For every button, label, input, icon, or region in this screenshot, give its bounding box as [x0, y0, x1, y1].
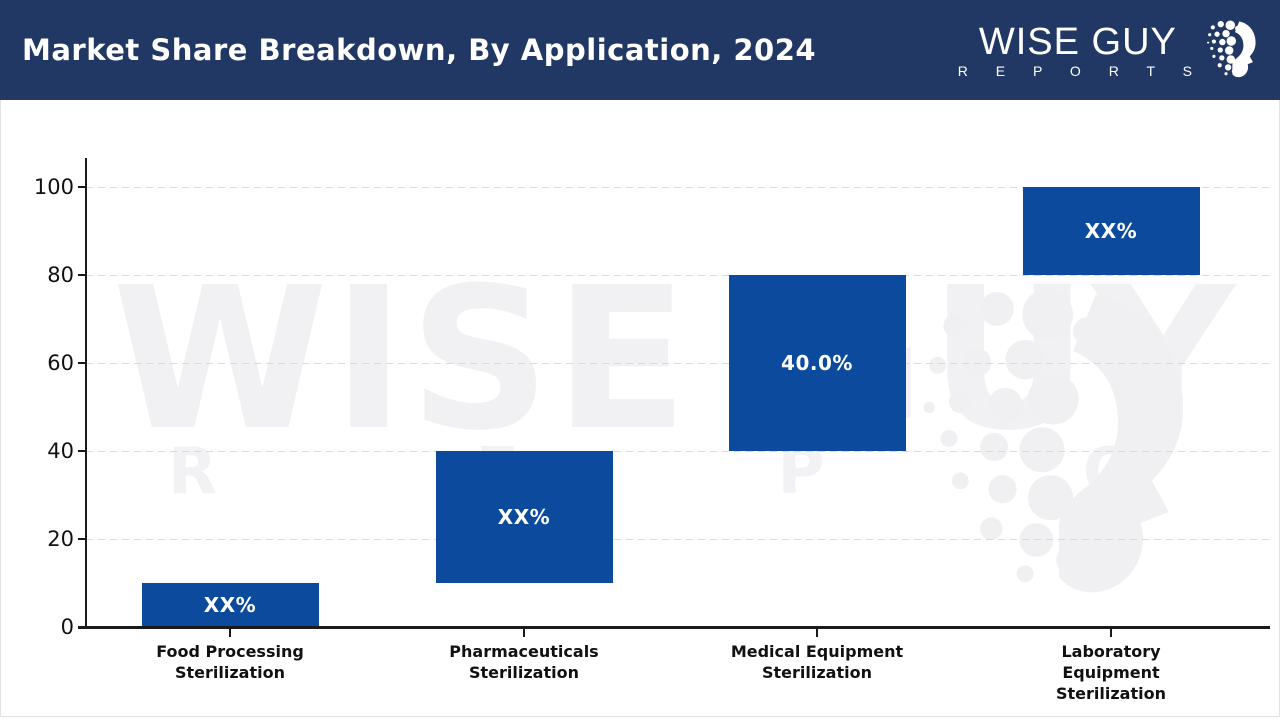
- category-label-line: Laboratory: [1061, 642, 1161, 661]
- category-label-line: Food Processing: [156, 642, 304, 661]
- y-axis-spine: [85, 158, 87, 629]
- watermark-wordmark: WISE GUY: [112, 246, 1239, 474]
- page-title: Market Share Breakdown, By Application, …: [22, 33, 817, 67]
- bar: XX%: [1022, 187, 1200, 275]
- y-tick: [78, 538, 86, 540]
- category-label-line: Medical Equipment: [730, 642, 904, 661]
- bar: XX%: [435, 451, 613, 583]
- logo-reports: R E P O R T S: [957, 62, 1204, 79]
- gridline: [86, 275, 1270, 276]
- category-label-line: Pharmaceuticals: [449, 642, 599, 661]
- y-tick-label: 100: [33, 175, 74, 199]
- x-tick: [816, 629, 818, 637]
- category-label-line: Sterilization: [469, 663, 579, 682]
- y-tick: [78, 274, 86, 276]
- x-tick: [1110, 629, 1112, 637]
- header: Market Share Breakdown, By Application, …: [0, 0, 1280, 100]
- y-tick: [78, 450, 86, 452]
- x-tick: [523, 629, 525, 637]
- watermark-head-dots: [923, 289, 1184, 593]
- logo-wordmark: WISE GUY: [978, 20, 1177, 63]
- y-tick: [78, 362, 86, 364]
- category-label-line: Sterilization: [175, 663, 285, 682]
- watermark-reports: R E P O R T S: [168, 435, 1280, 509]
- bar-value-label: XX%: [203, 593, 257, 617]
- y-tick-label: 40: [47, 439, 74, 463]
- y-tick-label: 80: [47, 263, 74, 287]
- x-tick: [229, 629, 231, 637]
- category-label-line: Sterilization: [1056, 684, 1166, 703]
- bar-value-label: 40.0%: [781, 351, 853, 375]
- gridline: [86, 539, 1270, 540]
- logo-text: WISE GUY R E P O R T S: [952, 22, 1204, 79]
- gridline: [86, 187, 1270, 188]
- category-label: Laboratory Equipment Sterilization: [1001, 641, 1221, 704]
- y-tick-label: 0: [60, 615, 74, 639]
- category-label: Pharmaceuticals Sterilization: [414, 641, 634, 683]
- category-label-line: Equipment: [1062, 663, 1160, 682]
- logo: WISE GUY R E P O R T S: [952, 6, 1264, 94]
- bar-value-label: XX%: [1084, 219, 1138, 243]
- gridline: [86, 363, 1270, 364]
- logo-head-icon: [1207, 20, 1256, 78]
- category-label: Food Processing Sterilization: [120, 641, 340, 683]
- y-tick: [78, 186, 86, 188]
- gridline: [86, 451, 1270, 452]
- category-label-line: Sterilization: [762, 663, 872, 682]
- bar-value-label: XX%: [497, 505, 551, 529]
- x-axis-spine: [78, 626, 1270, 629]
- bar: 40.0%: [728, 275, 906, 451]
- bar: XX%: [141, 583, 319, 627]
- y-tick-label: 60: [47, 351, 74, 375]
- category-label: Medical Equipment Sterilization: [707, 641, 927, 683]
- y-tick-label: 20: [47, 527, 74, 551]
